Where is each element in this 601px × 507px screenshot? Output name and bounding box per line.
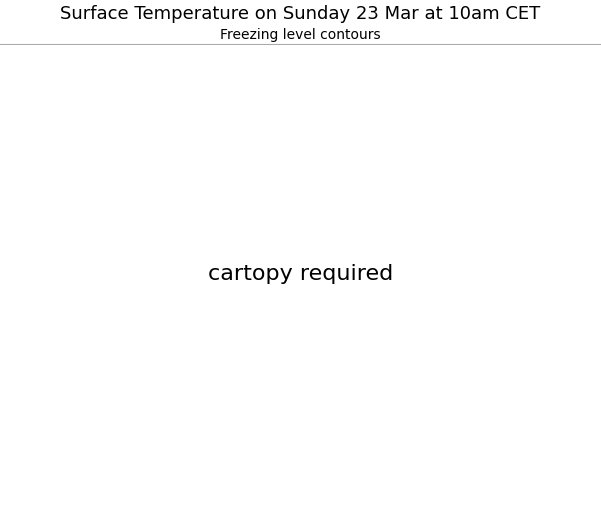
Text: Freezing level contours: Freezing level contours bbox=[220, 28, 381, 42]
Text: cartopy required: cartopy required bbox=[208, 264, 393, 284]
Text: Surface Temperature on Sunday 23 Mar at 10am CET: Surface Temperature on Sunday 23 Mar at … bbox=[60, 5, 541, 23]
